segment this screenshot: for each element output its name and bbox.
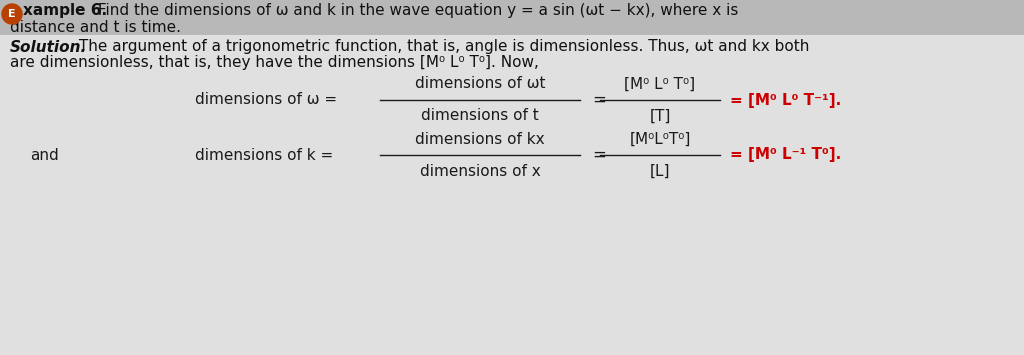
Text: dimensions of kx: dimensions of kx: [415, 131, 545, 147]
Text: are dimensionless, that is, they have the dimensions [M⁰ L⁰ T⁰]. Now,: are dimensionless, that is, they have th…: [10, 55, 539, 71]
Circle shape: [2, 4, 22, 24]
Text: [M⁰L⁰T⁰]: [M⁰L⁰T⁰]: [630, 131, 690, 147]
FancyBboxPatch shape: [0, 0, 1024, 35]
Text: dimensions of ω =: dimensions of ω =: [195, 93, 337, 108]
Text: = [M⁰ L⁻¹ T⁰].: = [M⁰ L⁻¹ T⁰].: [730, 147, 842, 163]
Text: The argument of a trigonometric function, that is, angle is dimensionless. Thus,: The argument of a trigonometric function…: [74, 39, 809, 55]
Text: dimensions of t: dimensions of t: [421, 109, 539, 124]
Text: [T]: [T]: [649, 109, 671, 124]
Text: E: E: [8, 9, 15, 19]
Text: Find the dimensions of ω and k in the wave equation y = a sin (ωt − kx), where x: Find the dimensions of ω and k in the wa…: [93, 2, 738, 17]
Text: =: =: [592, 146, 606, 164]
Text: Solution.: Solution.: [10, 39, 87, 55]
Text: =: =: [592, 91, 606, 109]
Text: dimensions of x: dimensions of x: [420, 164, 541, 179]
Text: distance and t is time.: distance and t is time.: [10, 20, 181, 34]
Text: dimensions of k =: dimensions of k =: [195, 147, 333, 163]
Text: dimensions of ωt: dimensions of ωt: [415, 76, 545, 92]
Text: and: and: [30, 147, 58, 163]
Text: [L]: [L]: [650, 164, 671, 179]
Text: xample 6.: xample 6.: [23, 2, 108, 17]
Text: = [M⁰ L⁰ T⁻¹].: = [M⁰ L⁰ T⁻¹].: [730, 93, 842, 108]
Text: [M⁰ L⁰ T⁰]: [M⁰ L⁰ T⁰]: [625, 76, 695, 92]
